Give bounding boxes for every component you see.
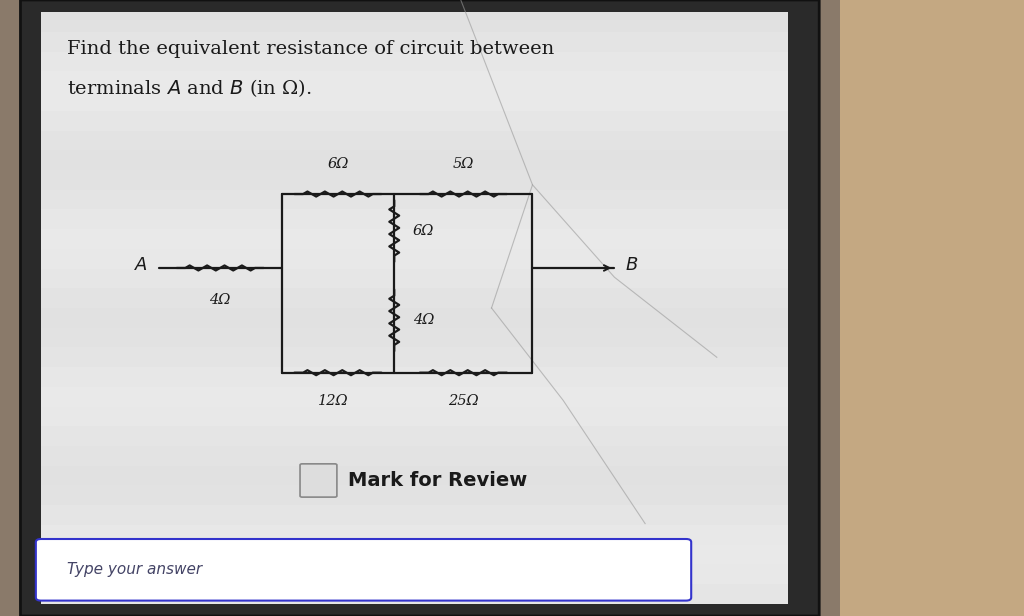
Bar: [41, 446, 788, 466]
Bar: [41, 91, 788, 111]
Text: Find the equivalent resistance of circuit between: Find the equivalent resistance of circui…: [67, 40, 554, 58]
Bar: [41, 249, 788, 269]
Bar: [840, 0, 1024, 616]
Text: $A$: $A$: [134, 256, 148, 274]
Text: 6Ω: 6Ω: [328, 156, 348, 171]
FancyBboxPatch shape: [20, 0, 819, 616]
Text: 12Ω: 12Ω: [317, 394, 348, 408]
Text: 4Ω: 4Ω: [413, 314, 434, 327]
Bar: [41, 229, 788, 249]
Bar: [41, 12, 788, 604]
Text: Type your answer: Type your answer: [67, 562, 202, 577]
Bar: [41, 111, 788, 131]
Bar: [41, 209, 788, 229]
Bar: [41, 387, 788, 407]
Text: Mark for Review: Mark for Review: [348, 471, 527, 490]
Text: 4Ω: 4Ω: [210, 293, 230, 307]
Bar: [41, 584, 788, 604]
FancyBboxPatch shape: [300, 464, 337, 497]
Bar: [41, 288, 788, 308]
Text: 5Ω: 5Ω: [453, 156, 474, 171]
Bar: [41, 525, 788, 545]
Text: $B$: $B$: [625, 256, 638, 274]
Bar: [41, 170, 788, 190]
Bar: [41, 407, 788, 426]
Text: 25Ω: 25Ω: [449, 394, 478, 408]
Bar: [41, 308, 788, 328]
Bar: [41, 466, 788, 485]
FancyBboxPatch shape: [36, 539, 691, 601]
Bar: [41, 347, 788, 367]
Text: terminals $A$ and $B$ (in Ω).: terminals $A$ and $B$ (in Ω).: [67, 77, 311, 99]
Bar: [41, 564, 788, 584]
Bar: [41, 150, 788, 170]
Bar: [41, 485, 788, 505]
Bar: [41, 269, 788, 288]
Bar: [41, 426, 788, 446]
Bar: [41, 71, 788, 91]
Text: 6Ω: 6Ω: [413, 224, 434, 238]
Bar: [41, 52, 788, 71]
Bar: [41, 367, 788, 387]
Bar: [41, 12, 788, 32]
Bar: [41, 505, 788, 525]
Bar: [41, 32, 788, 52]
Bar: [41, 328, 788, 347]
Bar: [41, 545, 788, 564]
Bar: [41, 190, 788, 209]
Bar: [41, 131, 788, 150]
